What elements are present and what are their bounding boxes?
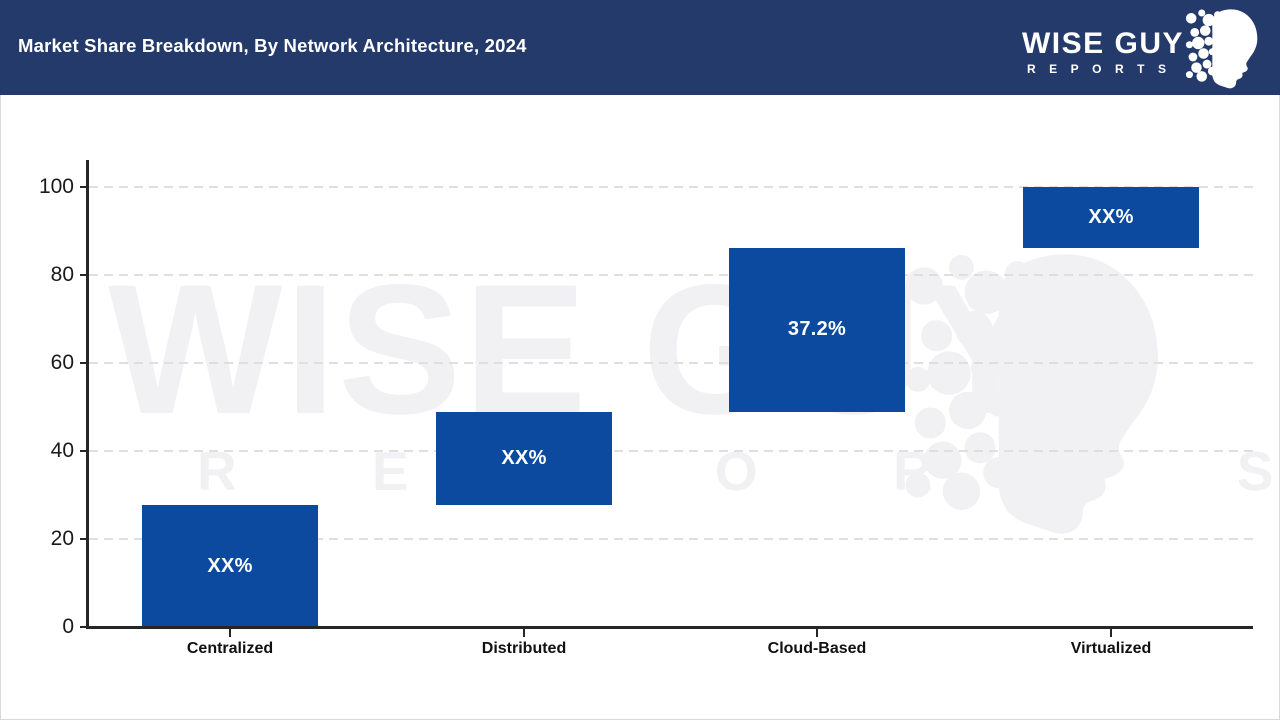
x-axis-tick — [523, 628, 525, 637]
x-tick-label: Virtualized — [1070, 640, 1152, 657]
bar-centralized: XX% — [142, 505, 318, 627]
y-axis-tick — [80, 450, 88, 452]
gridline — [89, 538, 1253, 540]
face-profile-dots-icon — [1185, 9, 1258, 89]
x-tick-label: Centralized — [186, 640, 274, 657]
y-tick-label: 80 — [50, 263, 74, 286]
x-axis — [86, 626, 1253, 629]
logo-line1: WISE GUY — [1021, 27, 1184, 60]
bar-virtualized: XX% — [1023, 187, 1199, 249]
bar-value-label: XX% — [207, 554, 253, 577]
gridline — [89, 450, 1253, 452]
y-axis-tick — [80, 626, 88, 628]
bar-distributed: XX% — [436, 411, 612, 506]
bar-cloud-based: 37.2% — [729, 248, 905, 412]
x-axis-tick — [816, 628, 818, 637]
gridline — [89, 186, 1253, 188]
gridline — [89, 362, 1253, 364]
y-tick-label: 0 — [62, 615, 74, 638]
y-tick-label: 40 — [50, 439, 74, 462]
y-tick-label: 20 — [50, 527, 74, 550]
logo-line2: REPORTS — [1026, 62, 1180, 76]
chart-title: Market Share Breakdown, By Network Archi… — [18, 35, 527, 56]
x-axis-tick — [229, 628, 231, 637]
watermark-face-icon — [905, 254, 1158, 534]
bar-value-label: XX% — [501, 446, 547, 469]
bar-value-label: 37.2% — [787, 318, 847, 341]
x-tick-label: Distributed — [481, 640, 567, 657]
header: Market Share Breakdown, By Network Archi… — [0, 0, 1280, 95]
y-axis-tick — [80, 362, 88, 364]
y-tick-label: 100 — [38, 175, 74, 198]
y-tick-label: 60 — [50, 351, 74, 374]
logo-wordmark: WISE GUY REPORTS — [1021, 27, 1184, 76]
bar-value-label: XX% — [1088, 206, 1134, 229]
y-axis — [86, 160, 89, 629]
y-axis-tick — [80, 186, 88, 188]
gridline — [89, 274, 1253, 276]
y-axis-tick — [80, 274, 88, 276]
x-axis-tick — [1110, 628, 1112, 637]
x-tick-label: Cloud-Based — [767, 640, 867, 657]
y-axis-tick — [80, 538, 88, 540]
brand-logo: WISE GUY REPORTS — [1022, 6, 1274, 94]
